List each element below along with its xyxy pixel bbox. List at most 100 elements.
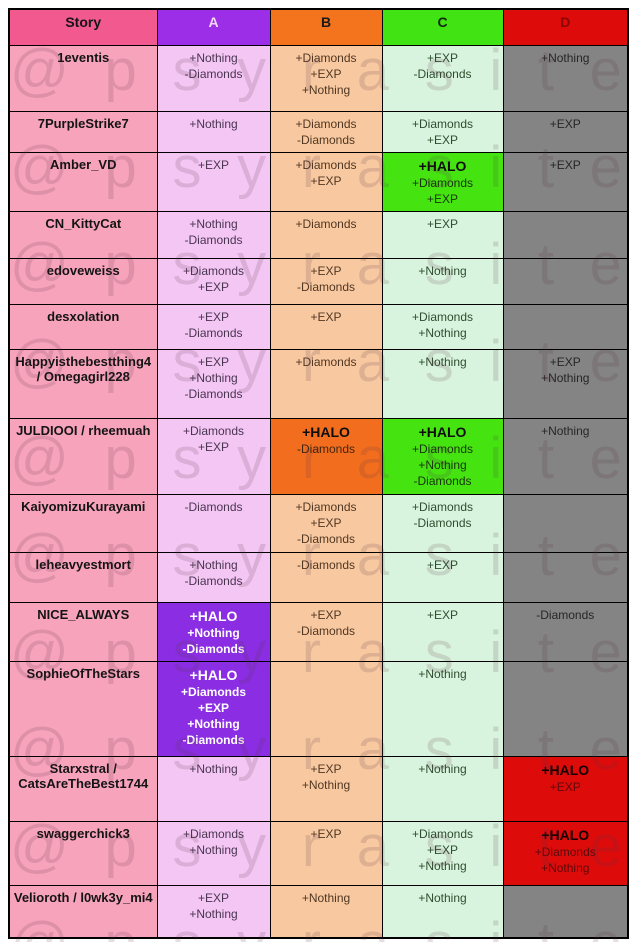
reward-line: -Diamonds	[184, 386, 243, 401]
reward-line: +Nothing	[418, 761, 467, 776]
story-cell: 7PurpleStrike7	[8, 110, 158, 153]
reward-cell-d: +Nothing	[502, 417, 629, 495]
table-row: desxolation +EXP -Diamonds +EXP +Diamonds +No…	[8, 303, 629, 350]
reward-line: +Nothing	[301, 777, 351, 792]
reward-line: +Nothing	[189, 50, 238, 65]
reward-cell-c: +Nothing	[381, 884, 504, 939]
reward-cell-d	[502, 660, 629, 757]
reward-cell-c: +Diamonds +Nothing	[381, 303, 504, 350]
reward-cell-a: +Nothing	[156, 755, 271, 822]
halo-reward-line: +HALO	[418, 157, 467, 174]
reward-line: +EXP	[549, 157, 581, 172]
column-header-d: D	[502, 8, 629, 46]
story-cell: Starxstral / CatsAreTheBest1744	[8, 755, 158, 822]
reward-cell-d	[502, 493, 629, 553]
story-cell: 1eventis	[8, 44, 158, 112]
reward-line: +Nothing	[301, 890, 351, 905]
table-row: Happyisthebestthing4 / Omegagirl228 +EXP +…	[8, 348, 629, 419]
reward-line: +Diamonds	[182, 423, 245, 438]
table-row: Amber_VD +EXP +Diamonds +EXP +HALO +Diamonds +…	[8, 151, 629, 212]
reward-line: +Nothing	[301, 82, 351, 97]
reward-line: +Diamonds	[180, 684, 246, 699]
story-cell: SophieOfTheStars	[8, 660, 158, 757]
reward-cell-d	[502, 210, 629, 259]
reward-cell-c: +Nothing	[381, 755, 504, 822]
reward-line: -Diamonds	[182, 641, 245, 656]
reward-line: +EXP	[310, 761, 342, 776]
reward-cell-b: +Diamonds	[269, 210, 383, 259]
reward-cell-d	[502, 551, 629, 603]
reward-line: +Nothing	[189, 842, 238, 857]
reward-line: +EXP	[197, 279, 230, 294]
reward-cell-b: +Diamonds +EXP -Diamonds	[269, 493, 383, 553]
reward-line: -Diamonds	[184, 232, 243, 247]
reward-cell-c: +EXP	[381, 551, 504, 603]
reward-line: -Diamonds	[413, 515, 472, 530]
story-cell: leheavyestmort	[8, 551, 158, 603]
story-cell: JULDIOOI / rheemuah	[8, 417, 158, 495]
reward-line: +Diamonds	[411, 309, 474, 324]
reward-line: +Nothing	[189, 370, 238, 385]
reward-line: +EXP	[310, 607, 342, 622]
reward-line: +EXP	[310, 173, 342, 188]
reward-cell-b: +EXP	[269, 820, 383, 886]
reward-cell-b: +Diamonds +EXP	[269, 151, 383, 212]
reward-line: -Diamonds	[413, 66, 472, 81]
reward-cell-d	[502, 257, 629, 305]
reward-cell-a: +EXP	[156, 151, 271, 212]
reward-line: +Nothing	[189, 216, 238, 231]
reward-cell-b: +Nothing	[269, 884, 383, 939]
reward-cell-b: +EXP -Diamonds	[269, 257, 383, 305]
reward-line: -Diamonds	[184, 573, 243, 588]
column-header-a: A	[156, 8, 271, 46]
table-row: edoveweiss +Diamonds +EXP +EXP -Diamonds +Not…	[8, 257, 629, 305]
reward-cell-a: -Diamonds	[156, 493, 271, 553]
reward-line: -Diamonds	[296, 557, 356, 572]
reward-cell-c: +EXP -Diamonds	[381, 44, 504, 112]
halo-reward-line: +HALO	[418, 423, 467, 440]
reward-line: +EXP	[197, 439, 230, 454]
reward-cell-d	[502, 303, 629, 350]
reward-cell-c: +HALO +Diamonds +EXP	[381, 151, 504, 212]
reward-line: +EXP	[197, 157, 230, 172]
header-row: Story A B C D	[8, 8, 629, 46]
reward-line: +Nothing	[418, 354, 467, 369]
reward-cell-d	[502, 884, 629, 939]
reward-cell-c: +Diamonds +EXP +Nothing	[381, 820, 504, 886]
reward-cell-a: +Diamonds +Nothing	[156, 820, 271, 886]
story-cell: desxolation	[8, 303, 158, 350]
story-cell: Amber_VD	[8, 151, 158, 212]
reward-line: +EXP	[549, 779, 581, 794]
reward-line: +Diamonds	[182, 263, 245, 278]
reward-cell-d: +EXP	[502, 110, 629, 153]
reward-line: +EXP	[197, 890, 230, 905]
reward-cell-c: +HALO +Diamonds +Nothing -Diamonds	[381, 417, 504, 495]
reward-line: +Nothing	[418, 325, 467, 340]
reward-cell-a: +Nothing -Diamonds	[156, 44, 271, 112]
reward-line: +EXP	[426, 557, 459, 572]
story-cell: NICE_ALWAYS	[8, 601, 158, 662]
reward-line: +EXP	[310, 309, 342, 324]
reward-cell-c: +Nothing	[381, 257, 504, 305]
reward-line: +Diamonds	[295, 50, 357, 65]
reward-line: +EXP	[426, 132, 459, 147]
reward-line: +Nothing	[418, 263, 467, 278]
reward-cell-b: +EXP	[269, 303, 383, 350]
reward-line: -Diamonds	[184, 499, 243, 514]
reward-line: +Diamonds	[411, 499, 474, 514]
reward-line: +Nothing	[541, 370, 590, 385]
reward-line: +Nothing	[541, 860, 590, 875]
reward-cell-b: +HALO -Diamonds	[269, 417, 383, 495]
halo-reward-line: +HALO	[189, 607, 238, 624]
reward-cell-d: +EXP +Nothing	[502, 348, 629, 419]
reward-line: -Diamonds	[296, 441, 356, 456]
reward-line: +Diamonds	[295, 499, 357, 514]
table-row: leheavyestmort +Nothing -Diamonds -Diamonds…	[8, 551, 629, 603]
table-row: 1eventis +Nothing -Diamonds +Diamonds +EXP +N…	[8, 44, 629, 112]
reward-line: +EXP	[426, 191, 459, 206]
reward-line: +Nothing	[541, 423, 590, 438]
reward-line: +EXP	[310, 263, 342, 278]
reward-line: +Nothing	[187, 625, 240, 640]
reward-line: +Diamonds	[295, 157, 357, 172]
column-header-c: C	[381, 8, 504, 46]
